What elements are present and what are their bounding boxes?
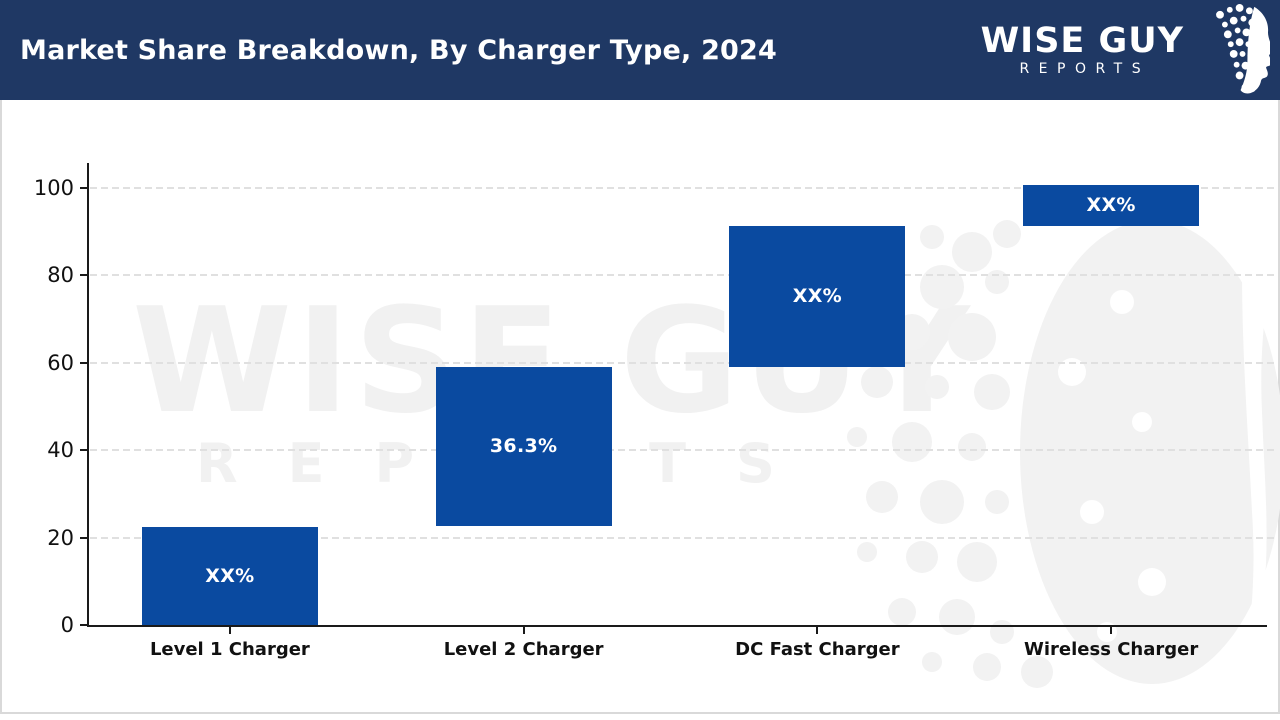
dotted-head-icon [1216, 3, 1270, 94]
x-axis-category-label: Level 2 Charger [443, 639, 604, 660]
gridline [90, 361, 1278, 364]
x-axis-category-label: Level 1 Charger [149, 639, 310, 660]
bar-value-label: 36.3% [489, 435, 558, 458]
gridline [90, 274, 1278, 276]
y-tick [80, 361, 87, 364]
y-tick [80, 536, 87, 539]
brand-name: WISE GUY [980, 21, 1184, 61]
bar-value-label: XX% [1086, 194, 1136, 217]
bar: XX% [141, 527, 318, 625]
y-tick [80, 186, 87, 189]
y-tick [80, 274, 87, 276]
y-tick-label: 40 [47, 438, 74, 462]
y-tick-label: 0 [60, 613, 74, 637]
y-tick-label: 100 [33, 175, 74, 200]
x-tick [228, 627, 231, 634]
page-title: Market Share Breakdown, By Charger Type,… [20, 34, 778, 66]
bar: XX% [729, 225, 906, 367]
y-tick [80, 449, 87, 451]
x-tick [522, 627, 525, 634]
y-tick-label: 80 [47, 263, 74, 287]
brand-subtitle: REPORTS [1019, 61, 1151, 77]
y-tick [80, 624, 87, 626]
y-tick-label: 20 [47, 525, 74, 550]
y-axis-line [87, 163, 89, 627]
bar-value-label: XX% [205, 565, 255, 587]
x-axis-line [87, 625, 1267, 627]
brand-logo: WISE GUY REPORTS [981, 3, 1280, 97]
header-bar: Market Share Breakdown, By Charger Type,… [0, 0, 1280, 100]
gridline [90, 186, 1278, 189]
x-tick [1110, 627, 1113, 634]
bar-value-label: XX% [792, 285, 842, 308]
bar: XX% [1023, 184, 1200, 226]
x-axis-category-label: DC Fast Charger [735, 639, 900, 660]
brand-logo-text: WISE GUY REPORTS [980, 21, 1184, 77]
gridline [90, 449, 1278, 451]
x-tick [816, 627, 819, 634]
x-axis-category-label: Wireless Charger [1024, 639, 1199, 660]
y-tick-label: 60 [47, 350, 74, 375]
bar: 36.3% [435, 366, 612, 526]
gridline [90, 536, 1278, 539]
